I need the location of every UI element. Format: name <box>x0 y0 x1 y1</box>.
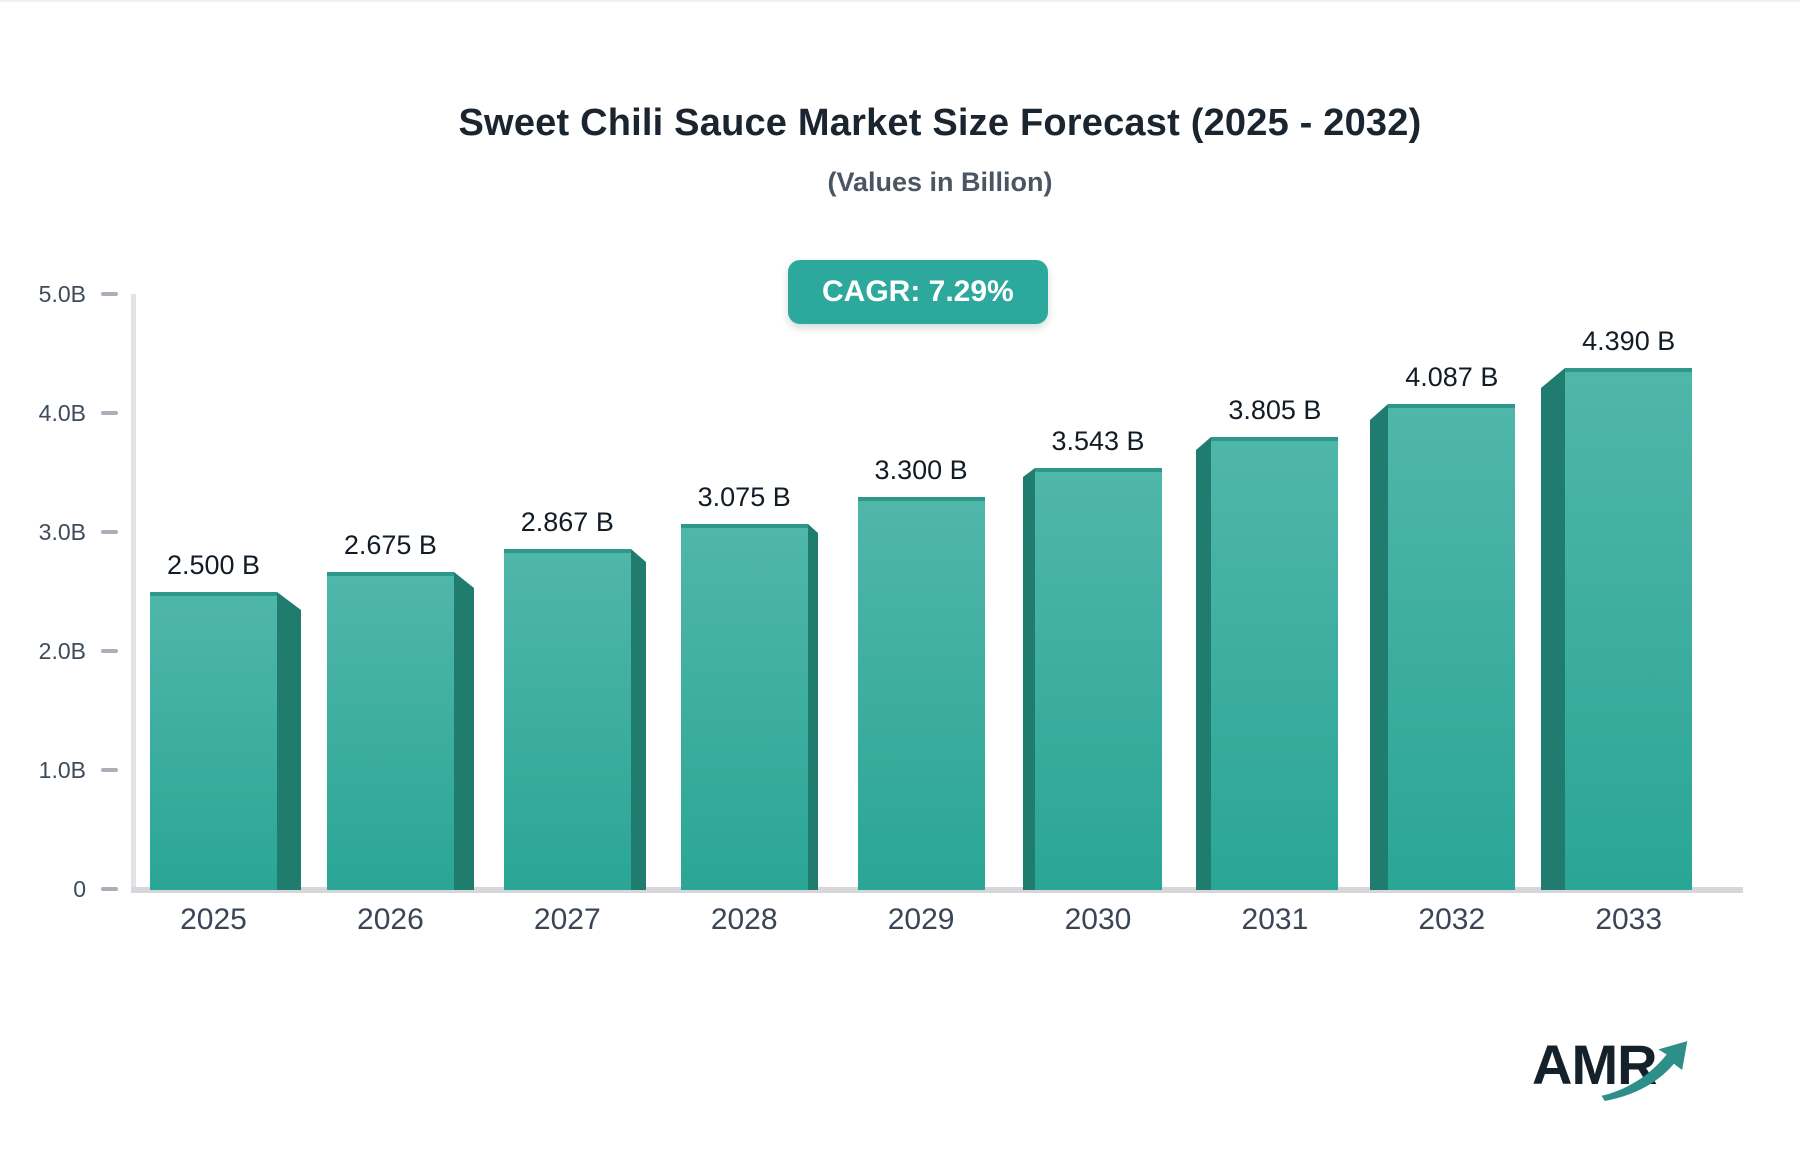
bar-top-edge <box>1565 368 1692 372</box>
bar-3d-side <box>631 549 646 890</box>
bar-top-edge <box>1211 437 1338 441</box>
bar-value-label: 2.867 B <box>520 507 614 537</box>
bar-3d-side <box>277 592 301 890</box>
bar-2029 <box>858 497 985 890</box>
bar-value-label: 4.390 B <box>1582 326 1676 356</box>
y-axis-tick <box>101 887 118 891</box>
bar-3d-side <box>808 524 818 890</box>
x-axis-label: 2029 <box>887 903 955 936</box>
x-axis-label: 2032 <box>1418 903 1486 936</box>
bar-top-edge <box>1388 404 1515 408</box>
bar-value-label: 4.087 B <box>1405 362 1499 392</box>
amr-logo: AMR <box>1532 1032 1732 1122</box>
bar-top-edge <box>858 497 985 501</box>
y-axis-line <box>131 294 136 893</box>
chart-subtitle: (Values in Billion) <box>827 167 1053 197</box>
x-axis-label: 2031 <box>1241 903 1309 936</box>
y-axis-label: 0 <box>73 876 86 902</box>
y-axis-label: 3.0B <box>38 519 86 545</box>
x-axis-label: 2026 <box>357 903 424 936</box>
bar-value-label: 3.075 B <box>697 482 791 512</box>
y-axis-label: 2.0B <box>38 638 86 664</box>
bar-top-edge <box>150 592 277 596</box>
cagr-badge: CAGR: 7.29% <box>788 260 1048 324</box>
bar-top-edge <box>504 549 631 553</box>
bar-2033 <box>1565 368 1692 890</box>
y-axis-tick <box>101 530 118 534</box>
bar-top-edge <box>1035 468 1162 472</box>
bar-top-edge <box>681 524 808 528</box>
x-axis-label: 2028 <box>710 903 778 936</box>
bar-2025 <box>150 592 277 890</box>
bar-2032 <box>1388 404 1515 890</box>
bar-2030 <box>1035 468 1162 890</box>
y-axis-tick <box>101 292 118 296</box>
bar-value-label: 3.300 B <box>874 455 968 485</box>
bar-value-label: 3.543 B <box>1051 426 1145 456</box>
y-axis-label: 5.0B <box>38 281 86 307</box>
y-axis-tick <box>101 649 118 653</box>
bar-3d-side <box>1370 404 1388 890</box>
bar-3d-side <box>1023 468 1035 890</box>
bar-value-label: 3.805 B <box>1228 395 1322 425</box>
y-axis-tick <box>101 411 118 415</box>
y-axis-label: 4.0B <box>38 400 86 426</box>
x-axis-baseline <box>131 887 1743 893</box>
bar-3d-side <box>454 572 474 890</box>
chart-title: Sweet Chili Sauce Market Size Forecast (… <box>458 102 1422 144</box>
x-axis-label: 2027 <box>533 903 601 936</box>
bar-value-label: 2.500 B <box>166 550 261 580</box>
x-axis-label: 2033 <box>1595 903 1663 936</box>
x-axis-label: 2030 <box>1064 903 1132 936</box>
y-axis-label: 1.0B <box>38 757 86 783</box>
bar-3d-side <box>1196 437 1211 890</box>
bar-value-label: 2.675 B <box>343 530 437 560</box>
bar-top-edge <box>327 572 454 576</box>
bar-3d-side <box>1541 368 1565 890</box>
trending-up-arrow-icon <box>1601 1041 1688 1101</box>
x-axis-label: 2025 <box>180 903 247 936</box>
bar-2028 <box>681 524 808 890</box>
bar-2031 <box>1211 437 1338 890</box>
y-axis-tick <box>101 768 118 772</box>
bar-2027 <box>504 549 631 890</box>
bar-2026 <box>327 572 454 890</box>
